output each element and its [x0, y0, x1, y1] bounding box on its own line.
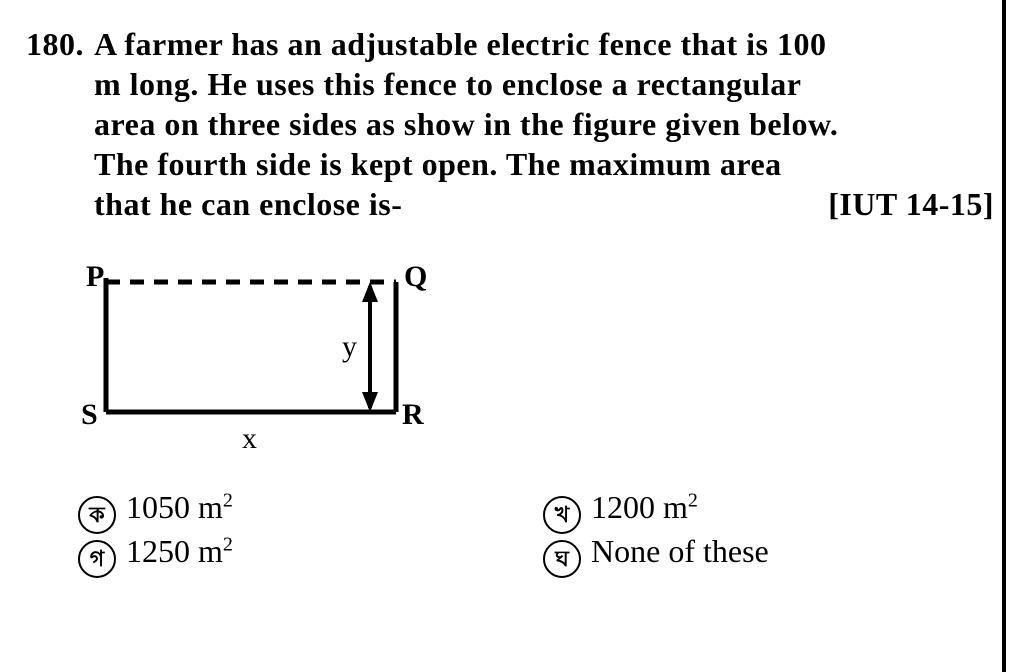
option-marker: ঘ [543, 540, 581, 578]
options-block: ক 1050 m2 খ 1200 m2 গ 1250 m2 ঘ [78, 486, 978, 574]
figure: P Q S R x y [78, 258, 438, 468]
question-line-left: that he can enclose is- [94, 184, 402, 224]
option-unit: m [190, 489, 223, 525]
question-text: A farmer has an adjustable electric fenc… [94, 24, 994, 224]
label-Q: Q [404, 260, 427, 293]
options-row: গ 1250 m2 ঘ None of these [78, 530, 978, 574]
option-exp: 2 [223, 533, 233, 555]
question-line: The fourth side is kept open. The maximu… [94, 144, 994, 184]
option-marker: খ [543, 496, 581, 534]
label-S: S [81, 398, 98, 431]
question-line: m long. He uses this fence to enclose a … [94, 64, 994, 104]
option-value: 1050 [126, 489, 190, 525]
label-x: x [242, 422, 257, 455]
option-text: None of these [591, 530, 769, 573]
y-arrow-head-bottom [362, 392, 378, 412]
option-d[interactable]: ঘ None of these [543, 530, 978, 574]
option-text: 1250 m2 [126, 530, 233, 573]
option-marker: গ [78, 540, 116, 578]
option-exp: 2 [688, 489, 698, 511]
option-exp: 2 [223, 489, 233, 511]
option-b[interactable]: খ 1200 m2 [543, 486, 978, 530]
question-line: A farmer has an adjustable electric fenc… [94, 24, 994, 64]
option-value: 1250 [126, 533, 190, 569]
option-value: 1200 [591, 489, 655, 525]
label-y: y [342, 330, 357, 363]
figure-svg: P Q S R x y [78, 258, 438, 468]
option-text: 1200 m2 [591, 486, 698, 529]
options-row: ক 1050 m2 খ 1200 m2 [78, 486, 978, 530]
right-margin-rule [1002, 0, 1006, 672]
option-a[interactable]: ক 1050 m2 [78, 486, 513, 530]
page: 180. A farmer has an adjustable electric… [0, 0, 1024, 672]
label-P: P [86, 260, 104, 293]
question-reference: [IUT 14-15] [828, 184, 994, 224]
question-number: 180. [6, 24, 94, 64]
option-text: 1050 m2 [126, 486, 233, 529]
option-unit: m [655, 489, 688, 525]
question-block: 180. A farmer has an adjustable electric… [6, 24, 1002, 224]
label-R: R [402, 398, 424, 431]
option-unit: m [190, 533, 223, 569]
option-marker: ক [78, 496, 116, 534]
question-line: area on three sides as show in the figur… [94, 104, 994, 144]
question-last-line: that he can enclose is- [IUT 14-15] [94, 184, 994, 224]
y-arrow-head-top [362, 282, 378, 302]
option-c[interactable]: গ 1250 m2 [78, 530, 513, 574]
